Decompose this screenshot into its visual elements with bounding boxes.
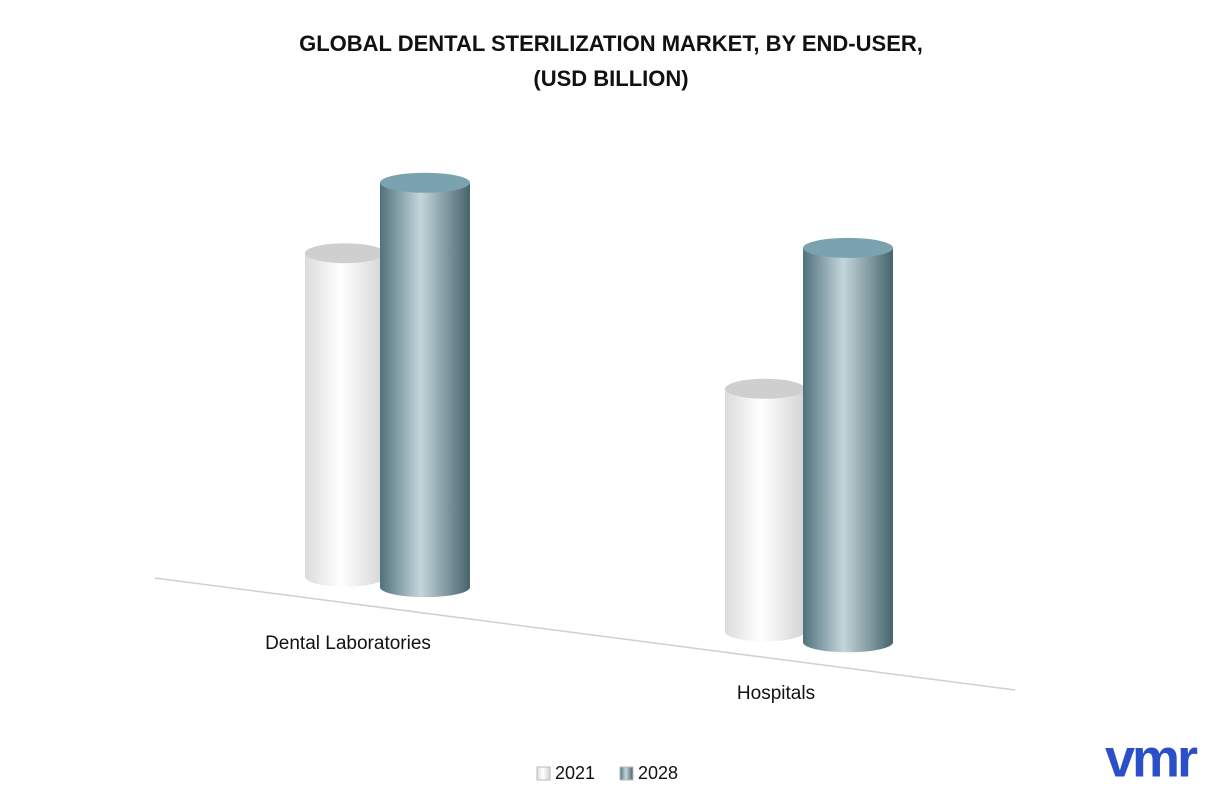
- legend-label: 2021: [555, 763, 595, 783]
- legend-swatch: [536, 766, 551, 781]
- cylinder-top: [305, 243, 385, 264]
- chart-title: GLOBAL DENTAL STERILIZATION MARKET, BY E…: [299, 31, 923, 56]
- cylinder-top: [803, 237, 893, 258]
- x-tick-label: Dental Laboratories: [265, 633, 431, 654]
- cylinder-top: [380, 172, 470, 193]
- floor-line: [154, 577, 1016, 691]
- legend-swatch: [619, 766, 634, 781]
- cylinder: [803, 247, 893, 643]
- chart-title: (USD BILLION): [533, 66, 688, 91]
- cylinder: [725, 388, 805, 632]
- logo: vmr: [1105, 728, 1198, 788]
- legend-label: 2028: [638, 763, 678, 783]
- cylinder: [305, 253, 385, 577]
- cylinder-top: [725, 378, 805, 399]
- x-tick-label: Hospitals: [737, 683, 815, 704]
- cylinder: [380, 182, 470, 588]
